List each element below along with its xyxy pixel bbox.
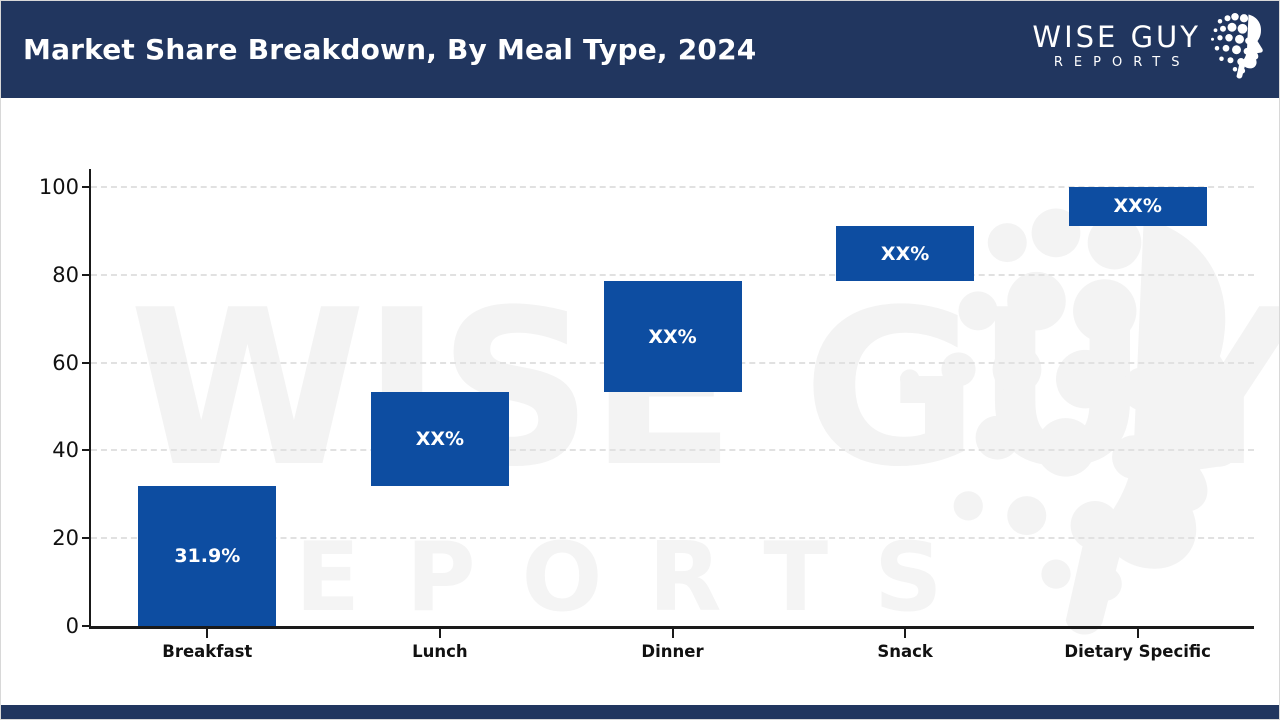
header-bar: Market Share Breakdown, By Meal Type, 20… bbox=[1, 1, 1279, 98]
bar-segment: XX% bbox=[370, 392, 509, 486]
footer-bar bbox=[1, 705, 1279, 719]
x-axis-tick-mark bbox=[206, 629, 209, 638]
watermark-text-reports: REPORTS bbox=[176, 523, 989, 633]
y-axis-tick-mark bbox=[82, 186, 91, 188]
y-axis-tick-label: 60 bbox=[52, 350, 79, 375]
bar-value-label: XX% bbox=[1113, 195, 1162, 218]
y-axis-tick-mark bbox=[82, 361, 91, 364]
x-axis-tick-mark bbox=[671, 629, 674, 638]
x-axis-category-label: Dinner bbox=[641, 642, 704, 661]
logo-reports-label: REPORTS bbox=[1053, 55, 1191, 70]
x-axis-tick-mark bbox=[438, 629, 441, 638]
y-axis-tick-mark bbox=[82, 273, 91, 276]
gridline bbox=[91, 186, 1254, 188]
y-axis-tick-mark bbox=[82, 537, 91, 540]
bar-value-label: XX% bbox=[415, 428, 465, 451]
y-axis-tick-label: 100 bbox=[38, 175, 79, 199]
x-axis-category-label: Dietary Specific bbox=[1064, 642, 1211, 661]
y-axis-tick-label: 40 bbox=[52, 438, 79, 463]
wiseguy-reports-logo: WISE GUY REPORTS bbox=[1032, 7, 1265, 85]
bar-segment: XX% bbox=[603, 281, 742, 393]
x-axis-tick-mark bbox=[1136, 629, 1139, 638]
x-axis-category-label: Breakfast bbox=[162, 642, 253, 661]
bar-value-label: 31.9% bbox=[174, 544, 241, 567]
y-axis-tick-label: 80 bbox=[52, 262, 79, 287]
waterfall-chart: 0 20 40 60 80 100 31.9% Breakfast XX% Lunch XX% Din… bbox=[1, 98, 1279, 705]
y-axis-line bbox=[89, 169, 91, 629]
y-axis-tick-mark bbox=[82, 625, 91, 627]
gridline bbox=[91, 449, 1254, 452]
bar-value-label: XX% bbox=[648, 325, 697, 348]
logo-head-icon bbox=[1211, 13, 1263, 79]
x-axis-tick-mark bbox=[904, 629, 907, 638]
y-axis-tick-label: 0 bbox=[65, 614, 79, 638]
bar-segment: XX% bbox=[1068, 187, 1207, 226]
y-axis-tick-mark bbox=[82, 449, 91, 452]
bar-value-label: XX% bbox=[880, 242, 930, 265]
gridline bbox=[91, 537, 1254, 540]
y-axis-tick-label: 20 bbox=[52, 526, 79, 551]
page-title: Market Share Breakdown, By Meal Type, 20… bbox=[23, 33, 757, 66]
x-axis-category-label: Snack bbox=[877, 642, 933, 661]
bar-segment: XX% bbox=[836, 225, 975, 282]
gridline bbox=[91, 273, 1254, 276]
x-axis-category-label: Lunch bbox=[412, 642, 468, 661]
logo-text: WISE GUY REPORTS bbox=[1032, 20, 1201, 72]
bar-segment: 31.9% bbox=[138, 485, 277, 626]
x-axis-line bbox=[89, 626, 1254, 629]
logo-wiseguy-label: WISE GUY bbox=[1032, 20, 1201, 54]
